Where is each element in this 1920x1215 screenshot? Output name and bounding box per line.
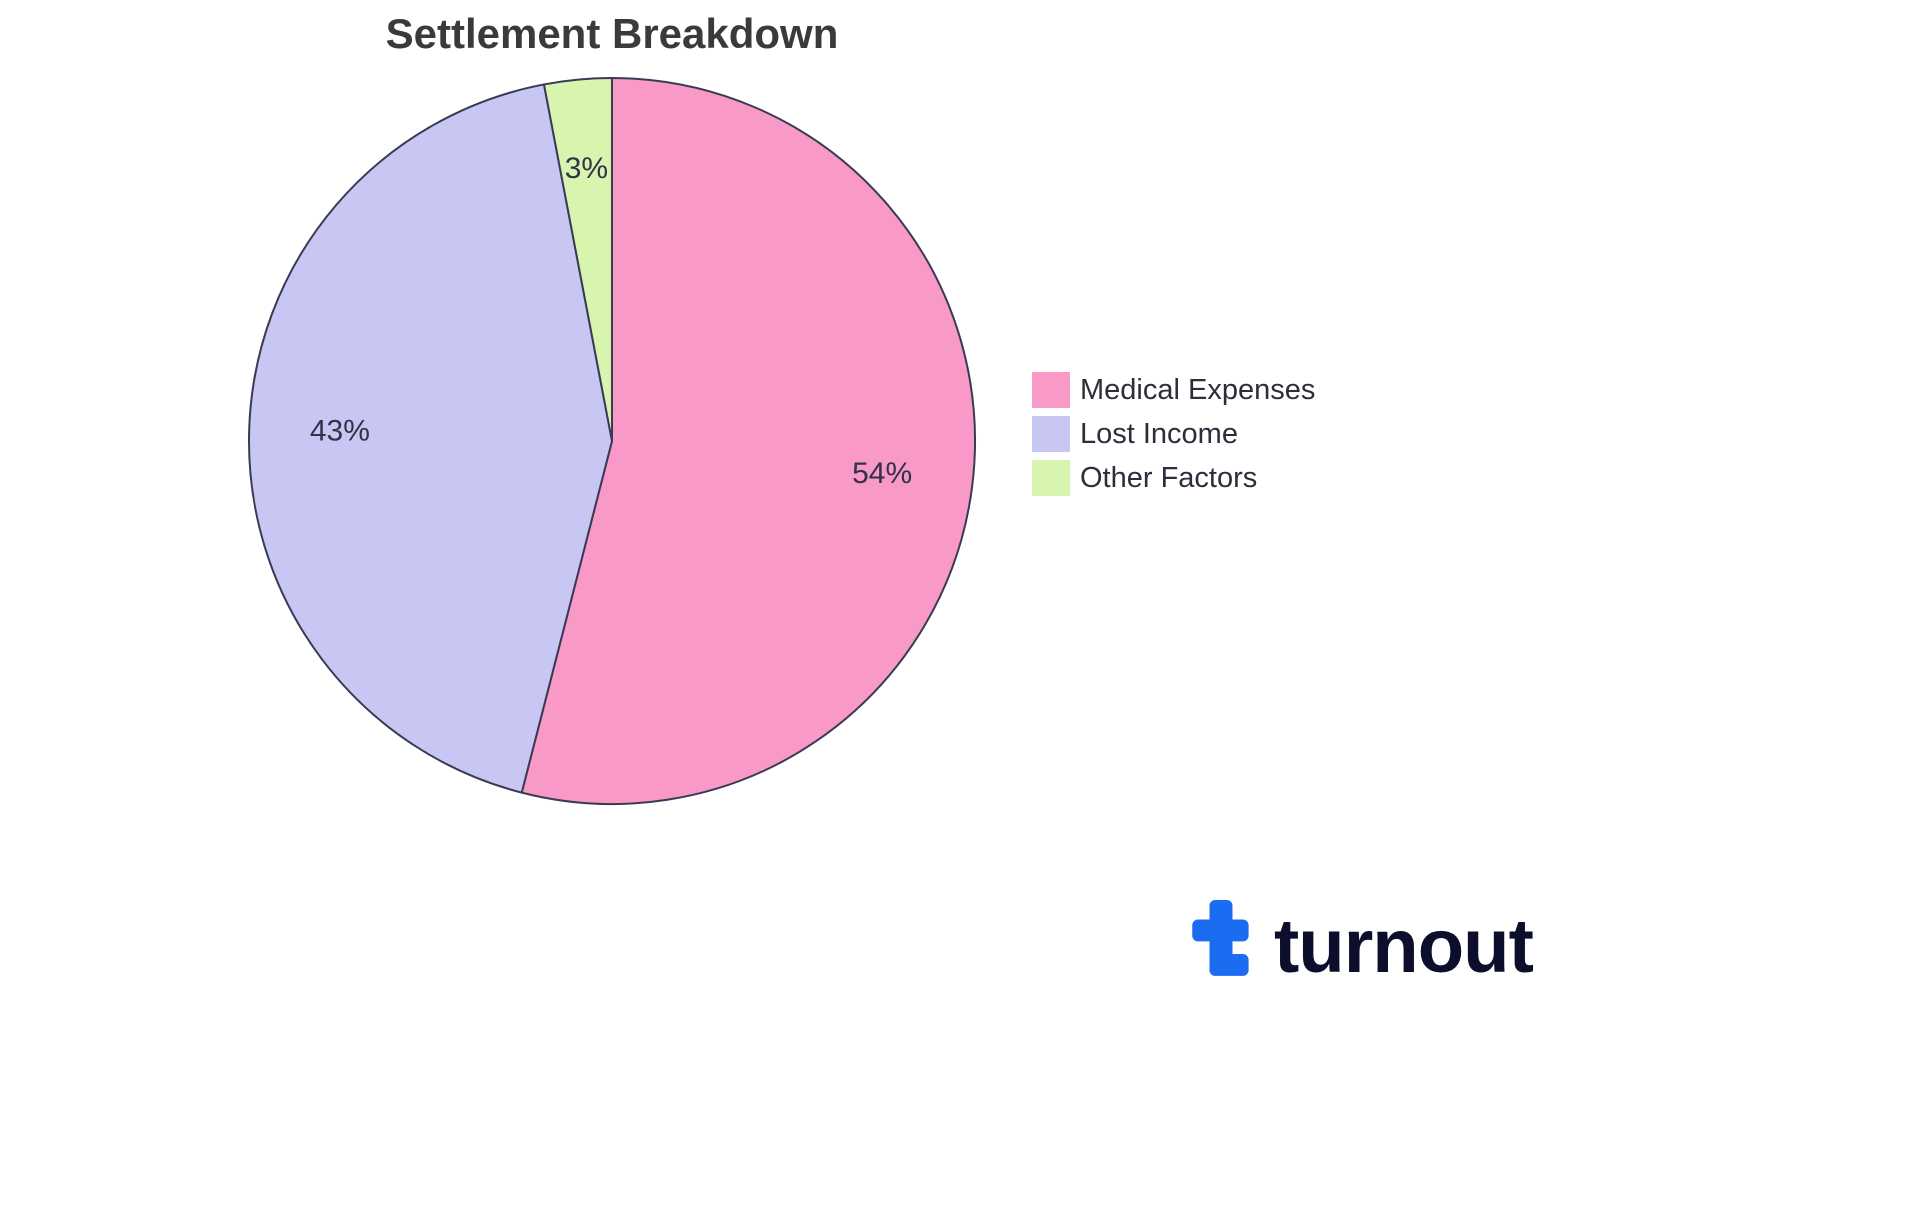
pie-slice-lost-income xyxy=(248,83,613,794)
legend-item-other-factors: Other Factors xyxy=(1032,460,1315,496)
chart-title: Settlement Breakdown xyxy=(385,10,839,57)
legend-item-lost-income: Lost Income xyxy=(1032,416,1315,452)
legend-swatch-lost-income xyxy=(1032,416,1070,452)
chart-legend: Medical Expenses Lost Income Other Facto… xyxy=(1032,372,1315,496)
branding-footer: turnout xyxy=(1192,900,1534,992)
legend-swatch-medical-expenses xyxy=(1032,372,1070,408)
brand-wordmark: turnout xyxy=(1274,903,1534,989)
legend-label: Medical Expenses xyxy=(1080,373,1316,406)
legend-item-medical-expenses: Medical Expenses xyxy=(1032,372,1315,408)
pie-percent-label: 43% xyxy=(310,414,370,447)
legend-swatch-other-factors xyxy=(1032,460,1070,496)
turnout-t-icon xyxy=(1192,900,1249,976)
pie-slice-other-factors xyxy=(542,77,613,442)
pie-percent-label: 3% xyxy=(565,152,608,185)
legend-label: Lost Income xyxy=(1080,417,1238,450)
pie-percent-label: 54% xyxy=(852,457,912,490)
legend-label: Other Factors xyxy=(1080,461,1258,494)
pie-slice-medical-expenses xyxy=(520,77,976,805)
